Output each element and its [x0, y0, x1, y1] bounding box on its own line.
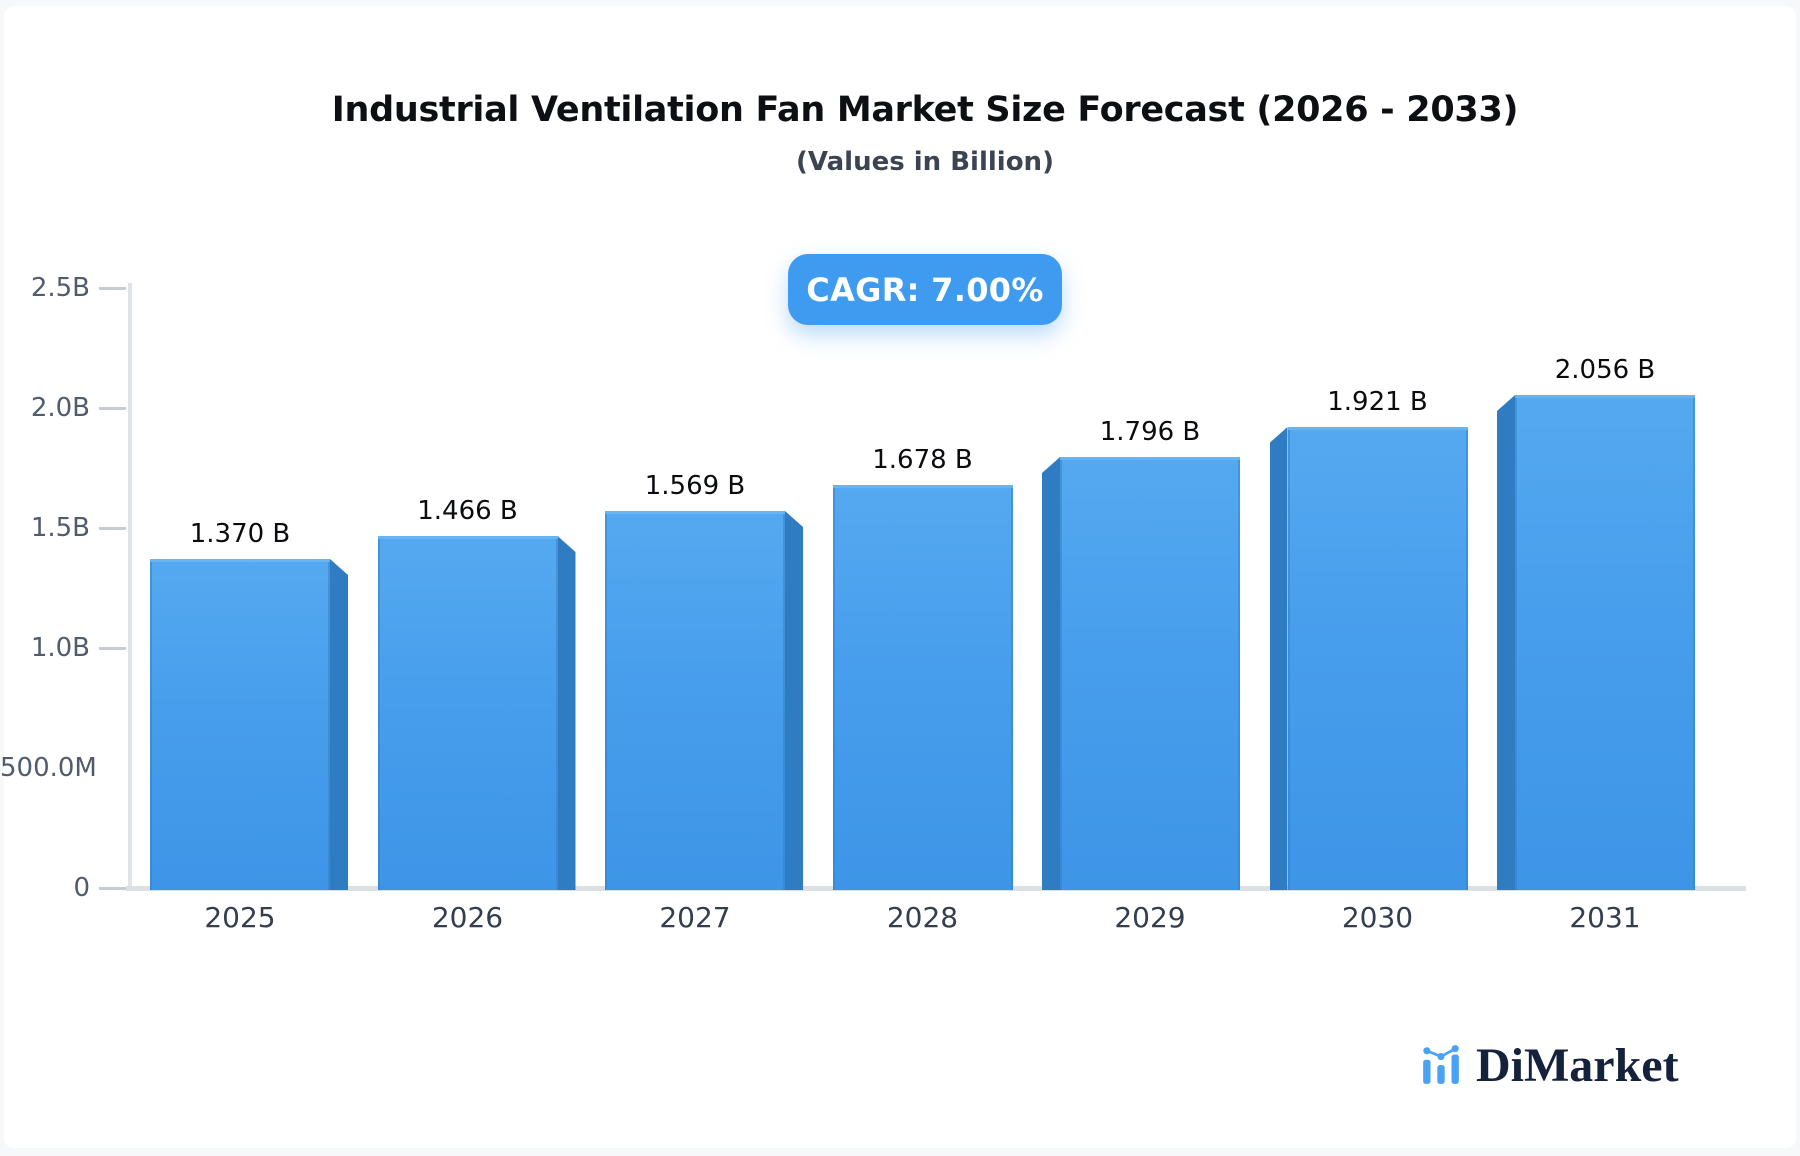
- x-axis-label-2031: 2031: [1569, 901, 1641, 934]
- brand-name: DiMarket: [1476, 1039, 1679, 1092]
- x-axis-label-2027: 2027: [659, 901, 731, 934]
- chart-subtitle: (Values in Billion): [796, 147, 1054, 177]
- bar-value-label-2030: 1.921 B: [1327, 387, 1428, 417]
- y-axis-tick-mark: [99, 406, 126, 410]
- x-axis-label-2028: 2028: [886, 901, 959, 934]
- brand-logo: DiMarket: [1420, 1038, 1679, 1094]
- bar-value-label-2028: 1.678 B: [872, 445, 973, 475]
- bar-3d-side-2030: [1269, 427, 1288, 890]
- y-axis-tick-mark: [99, 646, 126, 650]
- bar-2030[interactable]: [1287, 427, 1468, 890]
- y-axis-tick-mark: [99, 286, 126, 290]
- chart-title: Industrial Ventilation Fan Market Size F…: [331, 90, 1519, 130]
- y-axis-tick-label: 500.0M: [0, 753, 97, 783]
- bar-2027[interactable]: [605, 511, 785, 890]
- y-axis-line: [128, 283, 132, 888]
- bar-value-label-2027: 1.569 B: [644, 471, 746, 501]
- bar-3d-side-2027: [785, 511, 803, 890]
- y-axis-tick-label: 2.5B: [30, 273, 90, 303]
- x-axis-label-2029: 2029: [1114, 901, 1186, 934]
- bar-2026[interactable]: [377, 536, 558, 890]
- y-axis-tick-label: 2.0B: [30, 393, 90, 423]
- bar-value-label-2031: 2.056 B: [1554, 355, 1656, 385]
- y-axis-tick-mark: [99, 886, 126, 890]
- x-axis-label-2026: 2026: [431, 901, 504, 934]
- bar-chart-logo-icon: [1423, 1045, 1459, 1084]
- cagr-badge-label: CAGR: 7.00%: [806, 270, 1044, 309]
- y-axis-tick-label: 1.5B: [30, 513, 90, 543]
- bar-3d-side-2031: [1497, 395, 1515, 890]
- bar-3d-side-2026: [557, 536, 576, 890]
- x-axis-label-2025: 2025: [204, 901, 276, 934]
- bar-value-label-2025: 1.370 B: [189, 519, 291, 549]
- bar-value-label-2029: 1.796 B: [1099, 417, 1201, 447]
- bar-value-label-2026: 1.466 B: [417, 496, 518, 526]
- bar-2029[interactable]: [1060, 457, 1240, 890]
- bar-3d-side-2025: [330, 559, 348, 890]
- bar-3d-side-2029: [1042, 457, 1060, 890]
- cagr-badge: CAGR: 7.00%: [788, 254, 1062, 325]
- y-axis-tick-label: 1.0B: [30, 633, 90, 663]
- bar-2031[interactable]: [1515, 395, 1695, 890]
- bar-2028[interactable]: [832, 485, 1013, 890]
- x-axis-label-2030: 2030: [1341, 901, 1414, 934]
- y-axis-tick-mark: [99, 526, 126, 530]
- bar-2025[interactable]: [150, 559, 330, 890]
- y-axis-tick-label: 0: [73, 873, 90, 903]
